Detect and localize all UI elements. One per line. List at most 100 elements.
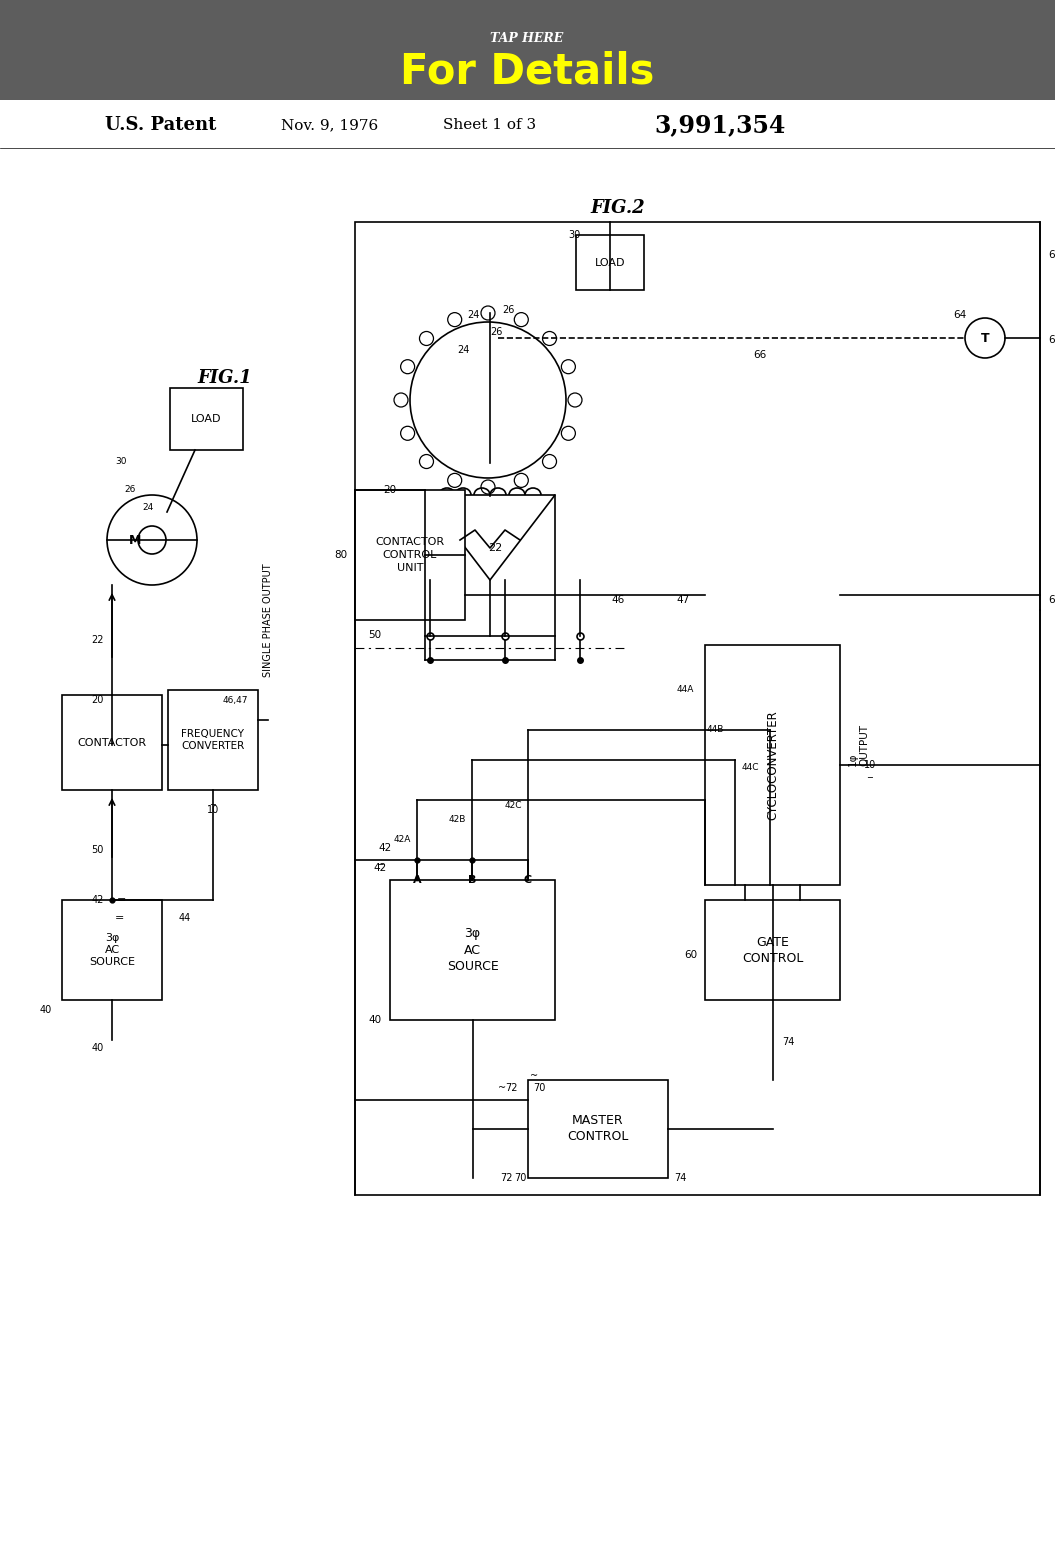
Text: 26: 26 <box>124 486 135 495</box>
Text: B: B <box>467 874 476 885</box>
Bar <box>168 689 258 790</box>
Bar <box>170 389 243 450</box>
Text: 42: 42 <box>379 843 391 853</box>
Text: 62: 62 <box>1048 250 1055 261</box>
Text: 22: 22 <box>487 543 502 554</box>
Text: 44B: 44B <box>706 725 724 734</box>
Circle shape <box>401 426 415 441</box>
Bar <box>528 1079 668 1178</box>
Text: 26: 26 <box>490 327 502 338</box>
Text: U.S. Patent: U.S. Patent <box>106 116 216 134</box>
Text: =: = <box>117 894 127 905</box>
Text: 3φ
AC
SOURCE: 3φ AC SOURCE <box>89 933 135 967</box>
Text: 72: 72 <box>505 1082 518 1093</box>
Circle shape <box>447 313 462 327</box>
Text: 72: 72 <box>500 1173 513 1183</box>
Text: 80: 80 <box>334 550 347 560</box>
Circle shape <box>447 473 462 487</box>
Circle shape <box>561 426 575 441</box>
Circle shape <box>420 455 434 469</box>
Circle shape <box>514 313 529 327</box>
Circle shape <box>561 359 575 373</box>
Text: SINGLE PHASE OUTPUT: SINGLE PHASE OUTPUT <box>263 563 273 677</box>
Text: 20: 20 <box>383 486 397 495</box>
Text: A: A <box>413 874 421 885</box>
Text: 44: 44 <box>179 913 191 924</box>
Text: 40: 40 <box>40 1005 52 1015</box>
Text: 40: 40 <box>368 1015 382 1025</box>
Text: 62: 62 <box>1048 335 1055 345</box>
Text: 64: 64 <box>954 310 966 321</box>
Text: ~: ~ <box>530 1072 538 1081</box>
Text: _: _ <box>867 768 872 779</box>
Text: 30: 30 <box>115 458 127 467</box>
Bar <box>705 901 840 1001</box>
Text: TAP HERE: TAP HERE <box>491 31 563 45</box>
Circle shape <box>410 322 565 478</box>
Bar <box>62 901 162 1001</box>
Text: 1φ
OUTPUT: 1φ OUTPUT <box>848 725 869 766</box>
Text: FIG.1: FIG.1 <box>197 369 252 387</box>
Text: 66: 66 <box>753 350 767 359</box>
Circle shape <box>394 393 408 407</box>
Circle shape <box>138 526 166 554</box>
Text: Sheet 1 of 3: Sheet 1 of 3 <box>443 119 537 133</box>
Text: 47: 47 <box>676 595 690 604</box>
Text: _: _ <box>211 796 215 805</box>
Text: 24: 24 <box>142 504 153 512</box>
Text: 50: 50 <box>368 631 382 640</box>
Text: 42: 42 <box>92 894 104 905</box>
Circle shape <box>514 473 529 487</box>
Text: 10: 10 <box>207 805 219 816</box>
Bar <box>354 222 1040 1195</box>
Circle shape <box>481 305 495 321</box>
Text: 74: 74 <box>783 1038 794 1047</box>
Text: ~: ~ <box>498 1082 506 1093</box>
Text: 24: 24 <box>457 345 469 355</box>
Text: _: _ <box>378 854 383 865</box>
Text: FREQUENCY
CONVERTER: FREQUENCY CONVERTER <box>181 729 245 751</box>
Text: 42B: 42B <box>448 816 465 825</box>
Text: CYCLOCONVERTER: CYCLOCONVERTER <box>766 711 779 820</box>
Text: For Details: For Details <box>400 51 654 93</box>
Bar <box>0 100 1055 145</box>
Text: =: = <box>115 913 124 924</box>
Text: 42C: 42C <box>504 800 522 810</box>
Circle shape <box>965 318 1005 358</box>
Circle shape <box>420 332 434 345</box>
Circle shape <box>481 480 495 493</box>
Text: 40: 40 <box>92 1042 104 1053</box>
Text: 26: 26 <box>502 305 514 315</box>
Text: 70: 70 <box>533 1082 545 1093</box>
Bar <box>390 880 555 1019</box>
Text: 24: 24 <box>466 310 479 321</box>
Text: 44C: 44C <box>742 763 759 773</box>
Text: 3,991,354: 3,991,354 <box>654 113 786 137</box>
Text: 42A: 42A <box>394 836 410 845</box>
Bar <box>62 695 162 790</box>
Text: 74: 74 <box>674 1173 686 1183</box>
Text: 42: 42 <box>373 864 386 873</box>
Text: CONTACTOR
CONTROL
UNIT: CONTACTOR CONTROL UNIT <box>376 537 444 574</box>
Text: 62: 62 <box>1048 595 1055 604</box>
Bar <box>0 0 1055 100</box>
Bar <box>576 234 644 290</box>
Text: 3φ
AC
SOURCE: 3φ AC SOURCE <box>446 927 498 973</box>
Text: 10: 10 <box>864 760 876 769</box>
Text: 44A: 44A <box>676 686 694 694</box>
Text: 20: 20 <box>92 695 104 705</box>
Text: 30: 30 <box>568 230 580 241</box>
Text: 60: 60 <box>685 950 697 961</box>
Circle shape <box>107 495 197 584</box>
Text: LOAD: LOAD <box>595 258 626 267</box>
Text: T: T <box>981 332 990 344</box>
Text: 46,47: 46,47 <box>223 695 248 705</box>
Text: 46: 46 <box>612 595 625 604</box>
Text: 22: 22 <box>92 635 104 645</box>
Text: 70: 70 <box>514 1173 526 1183</box>
Text: M: M <box>129 534 141 546</box>
Text: GATE
CONTROL: GATE CONTROL <box>742 936 803 964</box>
Circle shape <box>542 455 557 469</box>
Text: LOAD: LOAD <box>191 413 222 424</box>
Text: 50: 50 <box>92 845 104 854</box>
